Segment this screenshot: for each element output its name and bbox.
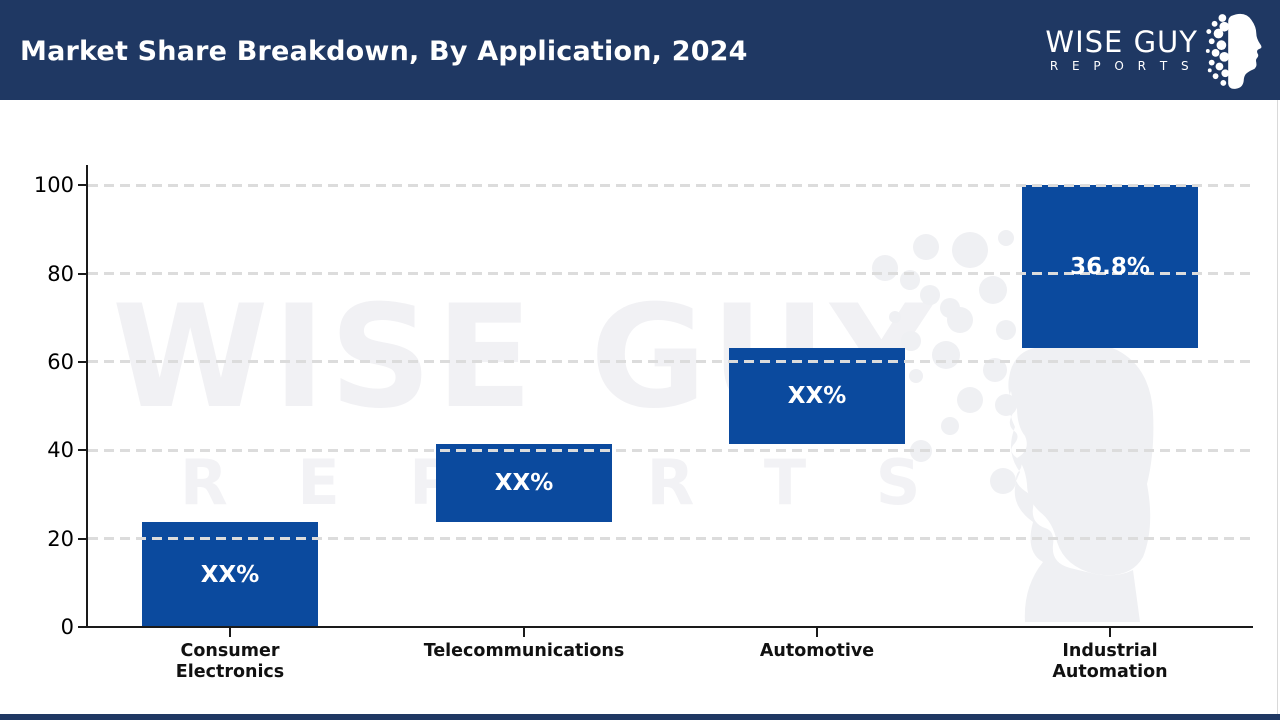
y-tick-label-60: 60 xyxy=(47,349,74,374)
y-tick-label-20: 20 xyxy=(47,526,74,551)
gridline-100 xyxy=(88,183,1253,187)
category-label-line: Automotive xyxy=(759,641,875,661)
x-axis-spine xyxy=(86,626,1253,628)
gridline-60 xyxy=(88,360,1253,364)
footer-bar xyxy=(0,714,1280,720)
category-label-automotive: Automotive xyxy=(687,641,947,662)
bar-industrial-automation xyxy=(1022,185,1198,348)
brand-logo: WISE GUY R E P O R T S xyxy=(1045,6,1266,94)
category-label-line: Telecommunications xyxy=(423,641,625,661)
brand-tagline: R E P O R T S xyxy=(1049,59,1194,74)
y-tick-label-80: 80 xyxy=(47,261,74,286)
y-tick-label-100: 100 xyxy=(33,173,74,198)
bar-value-label-industrial-automation: 36.8% xyxy=(1070,253,1150,280)
category-label-line: Electronics xyxy=(175,662,285,682)
x-tick-mark-industrial-automation xyxy=(1109,628,1111,637)
y-tick-mark-100 xyxy=(78,184,88,187)
y-axis-spine xyxy=(86,165,88,628)
category-label-line: Automation xyxy=(1052,662,1168,682)
page-title: Market Share Breakdown, By Application, … xyxy=(20,36,748,67)
y-tick-mark-80 xyxy=(78,272,88,275)
category-label-industrial-automation: Industrial Automation xyxy=(980,641,1240,683)
y-tick-mark-0 xyxy=(78,626,88,628)
x-tick-mark-consumer-electronics xyxy=(229,628,231,637)
brand-head-icon xyxy=(1205,13,1262,89)
y-tick-mark-60 xyxy=(78,360,88,363)
header-bar: Market Share Breakdown, By Application, … xyxy=(0,0,1280,100)
bar-value-label-automotive: XX% xyxy=(787,382,847,409)
gridline-80 xyxy=(88,272,1253,276)
brand-name: WISE GUY xyxy=(1045,24,1198,59)
category-label-consumer-electronics: Consumer Electronics xyxy=(100,641,360,683)
bar-value-label-telecommunications: XX% xyxy=(494,470,554,496)
x-tick-mark-telecommunications xyxy=(523,628,525,637)
x-tick-mark-automotive xyxy=(816,628,818,637)
watermark-head-graphic xyxy=(872,230,1154,622)
gridline-40 xyxy=(88,448,1253,452)
y-tick-mark-20 xyxy=(78,537,88,540)
bar-value-label-consumer-electronics: XX% xyxy=(200,561,260,588)
bar-automotive xyxy=(729,347,905,444)
gridline-20 xyxy=(88,537,1253,541)
category-label-line: Consumer xyxy=(180,641,280,661)
y-tick-label-40: 40 xyxy=(47,438,74,463)
category-label-telecommunications: Telecommunications xyxy=(394,641,654,662)
bar-telecommunications xyxy=(436,443,612,523)
y-tick-mark-40 xyxy=(78,449,88,452)
brand-logo-text: WISE GUY R E P O R T S xyxy=(1045,24,1198,74)
category-label-line: Industrial xyxy=(1062,641,1158,661)
page-right-edge xyxy=(1277,0,1278,720)
y-tick-label-0: 0 xyxy=(60,615,74,639)
